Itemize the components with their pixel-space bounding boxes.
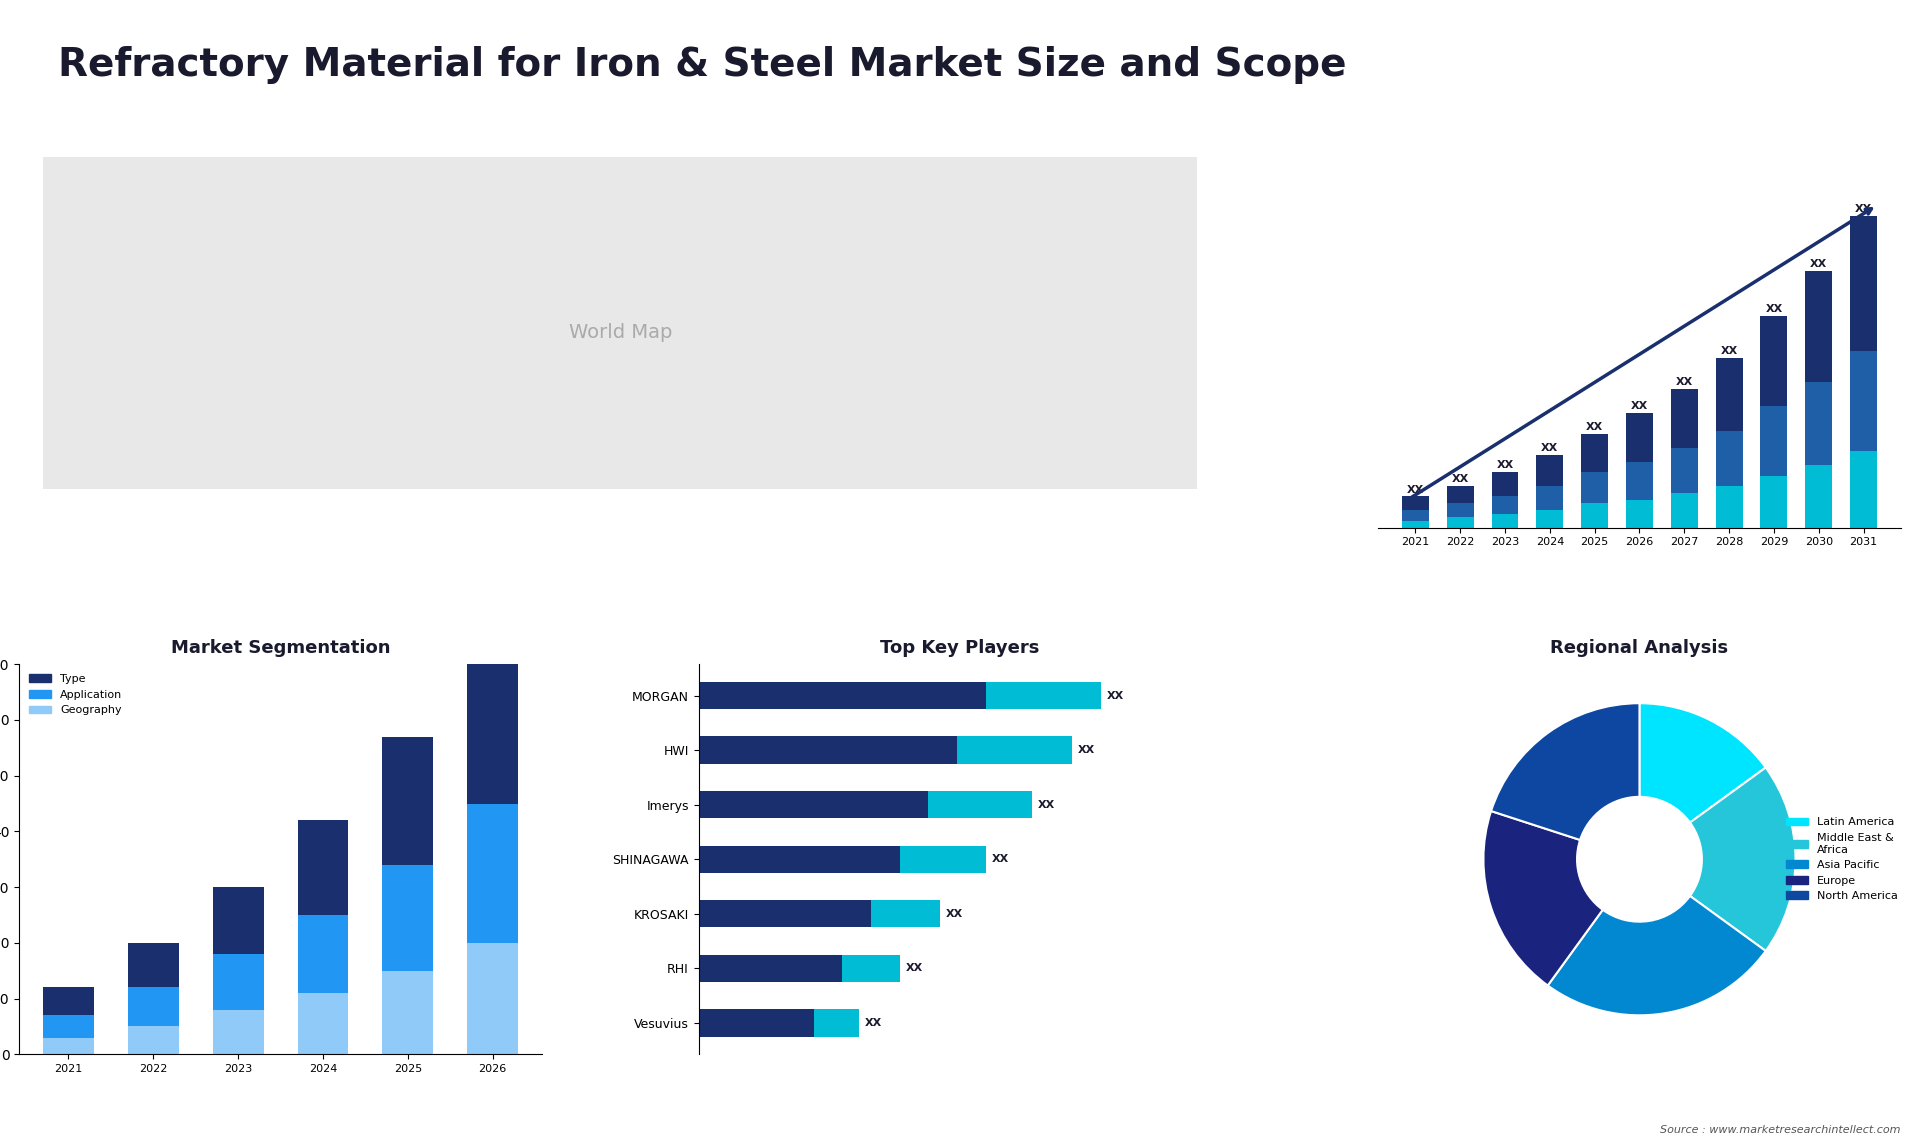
Bar (1582, 472, 1609, 503)
Text: XX: XX (1855, 204, 1872, 214)
Bar (958, 737, 1071, 763)
Bar (1536, 486, 1563, 510)
Bar (699, 955, 843, 982)
Bar (699, 846, 900, 873)
Bar (42, 1015, 94, 1037)
Bar (1761, 316, 1788, 407)
Bar (1851, 351, 1878, 452)
Bar (699, 682, 985, 709)
Bar (1761, 476, 1788, 527)
Text: XX: XX (1407, 485, 1425, 495)
Bar (129, 943, 179, 988)
Bar (467, 803, 518, 943)
Bar (1402, 496, 1428, 510)
Bar (1492, 513, 1519, 527)
Bar (129, 1027, 179, 1054)
Legend: Type, Application, Geography: Type, Application, Geography (25, 669, 127, 720)
Bar (872, 900, 941, 927)
Bar (213, 1010, 263, 1054)
Bar (1851, 452, 1878, 527)
Bar (1402, 520, 1428, 527)
Text: XX: XX (906, 964, 924, 973)
Bar (900, 846, 985, 873)
Wedge shape (1484, 811, 1603, 986)
Text: XX: XX (1077, 745, 1094, 755)
Bar (42, 988, 94, 1015)
Bar (699, 737, 958, 763)
Wedge shape (1548, 896, 1766, 1015)
Bar (298, 994, 348, 1054)
Bar (699, 791, 929, 818)
Bar (42, 1037, 94, 1054)
Legend: Latin America, Middle East &
Africa, Asia Pacific, Europe, North America: Latin America, Middle East & Africa, Asi… (1782, 813, 1903, 905)
Text: XX: XX (1811, 259, 1828, 269)
Text: XX: XX (1496, 461, 1513, 470)
Bar (1716, 431, 1743, 486)
Bar (382, 971, 434, 1054)
Bar (298, 915, 348, 994)
Bar (1582, 434, 1609, 472)
Text: XX: XX (1542, 444, 1559, 453)
Bar (382, 737, 434, 865)
Text: Source : www.marketresearchintellect.com: Source : www.marketresearchintellect.com (1661, 1124, 1901, 1135)
Text: World Map: World Map (568, 323, 672, 343)
Text: XX: XX (1452, 474, 1469, 485)
Bar (814, 1010, 860, 1037)
Bar (843, 955, 900, 982)
Wedge shape (1690, 768, 1795, 951)
Bar (382, 865, 434, 971)
Bar (1446, 517, 1475, 527)
Bar (1670, 388, 1697, 448)
Bar (467, 636, 518, 803)
Bar (1670, 448, 1697, 493)
Bar (1716, 358, 1743, 431)
Bar (1402, 510, 1428, 520)
Wedge shape (1640, 704, 1766, 823)
Bar (298, 821, 348, 915)
Bar (1446, 503, 1475, 517)
Bar (1805, 272, 1832, 382)
Title: Regional Analysis: Regional Analysis (1551, 639, 1728, 657)
Title: Top Key Players: Top Key Players (879, 639, 1041, 657)
Text: XX: XX (991, 854, 1008, 864)
Bar (467, 943, 518, 1054)
Bar (699, 1010, 814, 1037)
Bar (1582, 503, 1609, 527)
Text: XX: XX (866, 1018, 883, 1028)
Bar (1851, 215, 1878, 351)
Bar (1670, 493, 1697, 527)
Text: XX: XX (1720, 346, 1738, 356)
Bar (1805, 382, 1832, 465)
Title: Market Segmentation: Market Segmentation (171, 639, 390, 657)
Wedge shape (1492, 704, 1640, 840)
Bar (1536, 455, 1563, 486)
Bar (1446, 486, 1475, 503)
Text: Refractory Material for Iron & Steel Market Size and Scope: Refractory Material for Iron & Steel Mar… (58, 46, 1346, 84)
Bar (1761, 407, 1788, 476)
Text: XX: XX (1764, 305, 1782, 314)
Bar (44, 157, 1198, 488)
Text: XX: XX (1676, 377, 1693, 387)
Bar (1716, 486, 1743, 527)
Text: XX: XX (1630, 401, 1647, 411)
Bar (1626, 414, 1653, 462)
Bar (129, 988, 179, 1027)
Bar (1536, 510, 1563, 527)
Bar (1492, 496, 1519, 513)
Text: XX: XX (947, 909, 964, 919)
Bar (213, 953, 263, 1010)
Text: XX: XX (1037, 800, 1054, 810)
Bar (1626, 462, 1653, 500)
Bar (1492, 472, 1519, 496)
Bar (1626, 500, 1653, 527)
Bar (929, 791, 1031, 818)
Text: XX: XX (1106, 691, 1123, 700)
Bar (213, 887, 263, 953)
Bar (1805, 465, 1832, 527)
Text: XX: XX (1586, 422, 1603, 432)
Bar (985, 682, 1100, 709)
Bar (699, 900, 872, 927)
